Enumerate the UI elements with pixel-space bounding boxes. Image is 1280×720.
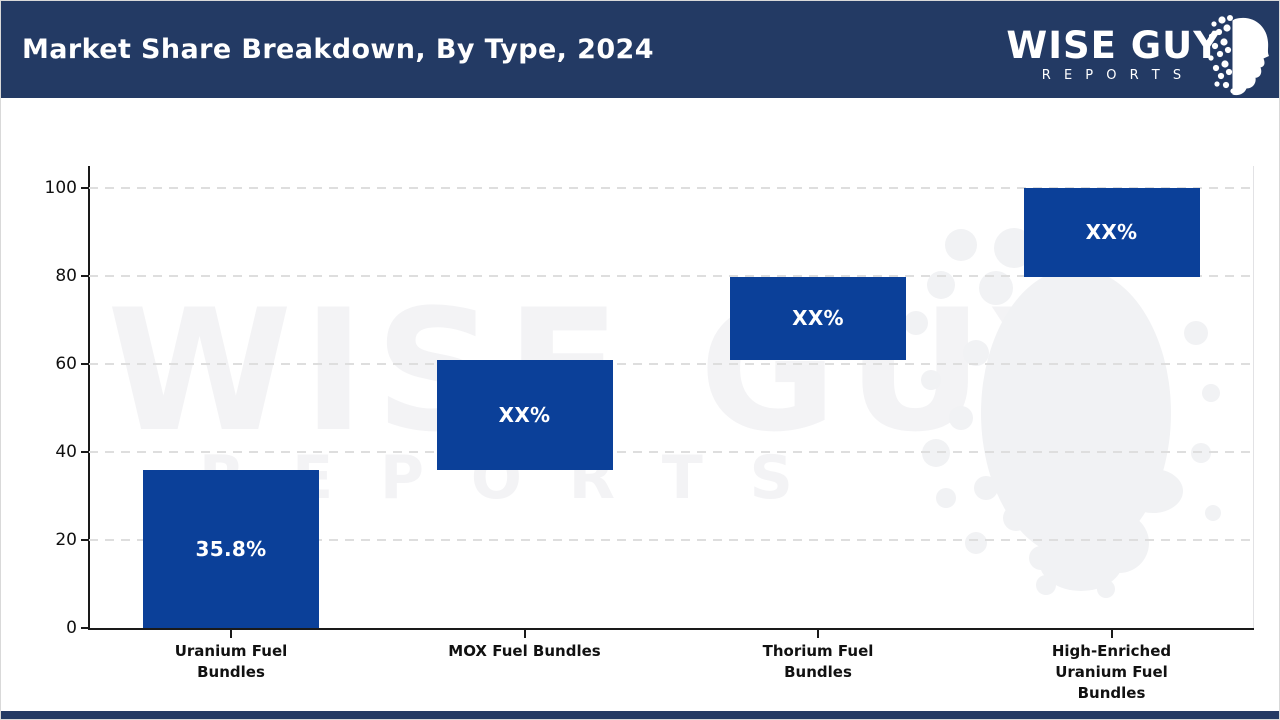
x-category-label: Uranium Fuel Bundles (111, 641, 351, 683)
x-tick-mark (817, 630, 819, 638)
bar-value-label: XX% (1085, 220, 1138, 245)
y-tick-label: 20 (55, 530, 77, 550)
x-category-label-line: Thorium Fuel (762, 642, 874, 660)
page-title: Market Share Breakdown, By Type, 2024 (22, 34, 654, 65)
gridline-y-60 (89, 363, 1254, 365)
wiseguy-face-icon (1208, 15, 1269, 96)
plot-right-border (1253, 166, 1254, 628)
x-category-label: Thorium Fuel Bundles (698, 641, 938, 683)
header-bar: Market Share Breakdown, By Type, 2024 WI… (1, 1, 1279, 98)
bar-value-label: XX% (498, 403, 551, 428)
x-category-label: High-Enriched Uranium Fuel Bundles (992, 641, 1232, 704)
bar-segment: XX% (436, 359, 613, 471)
x-category-label-line: High-Enriched (1051, 642, 1172, 660)
y-tick-mark (81, 187, 89, 189)
wiseguy-logo-subtitle: R E P O R T S (1041, 68, 1186, 83)
y-tick-mark (81, 363, 89, 365)
bar-segment: XX% (730, 276, 906, 360)
x-category-label-line: Uranium Fuel (1055, 663, 1168, 681)
x-tick-mark (1110, 630, 1113, 638)
gridline-y-80 (89, 275, 1254, 277)
y-axis-line (88, 166, 90, 630)
y-tick-label: 40 (55, 442, 77, 462)
gridline-y-100 (89, 187, 1254, 189)
y-tick-mark (81, 275, 89, 277)
footer-bar (1, 711, 1279, 719)
bar-value-label: XX% (792, 306, 844, 331)
x-category-label-line: Bundles (197, 663, 265, 681)
x-category-label-line: Uranium Fuel (174, 642, 288, 660)
wiseguy-logo-wordmark: WISE GUY (1006, 24, 1221, 67)
y-tick-mark (81, 451, 89, 453)
x-tick-mark (523, 630, 526, 638)
x-category-label: MOX Fuel Bundles (405, 641, 645, 662)
y-tick-label: 0 (66, 618, 77, 638)
bar-value-label: 35.8% (195, 537, 267, 562)
gridline-y-40 (89, 451, 1254, 453)
y-tick-label: 80 (55, 266, 77, 286)
x-tick-mark (230, 630, 232, 638)
wiseguy-logo: WISE GUY R E P O R T S (1006, 13, 1271, 97)
x-category-label-line: MOX Fuel Bundles (448, 642, 601, 660)
wiseguy-logo-text: WISE GUY R E P O R T S (1006, 24, 1221, 84)
y-tick-label: 60 (55, 354, 77, 374)
y-tick-mark (81, 627, 89, 629)
x-category-label-line: Bundles (1077, 684, 1146, 702)
bar-segment: XX% (1023, 188, 1200, 277)
x-axis-line (88, 628, 1254, 630)
gridline-y-20 (89, 539, 1254, 541)
bar-segment: 35.8% (143, 470, 319, 628)
y-tick-mark (81, 539, 89, 541)
y-tick-label: 100 (44, 178, 77, 198)
x-category-label-line: Bundles (784, 663, 852, 681)
